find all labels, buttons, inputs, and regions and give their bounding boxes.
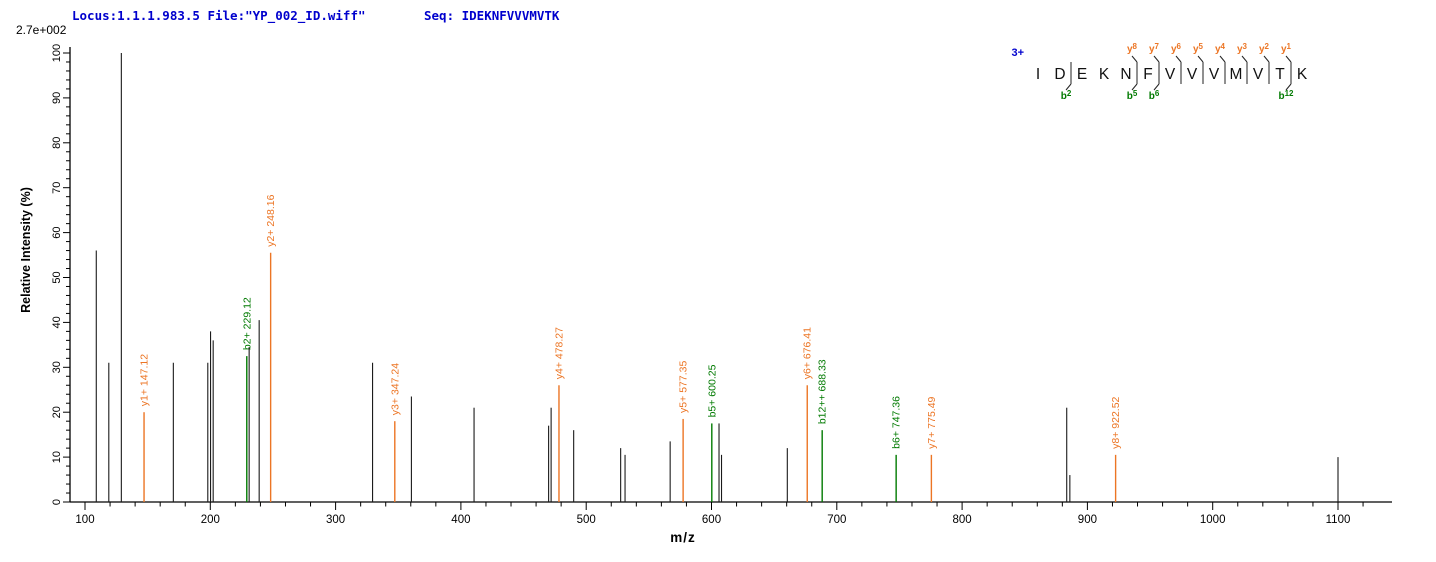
peak-annotation-label: y3+ 347.24 <box>389 363 401 415</box>
x-tick-label: 1000 <box>1200 514 1226 526</box>
y-tick-label: 20 <box>51 406 63 418</box>
y-tick-label: 50 <box>51 271 63 283</box>
peptide-residue: N <box>1120 66 1131 83</box>
x-tick-label: 400 <box>451 514 470 526</box>
peptide-residue: K <box>1297 66 1308 83</box>
precursor-charge-label: 3+ <box>1011 47 1024 59</box>
peptide-residue: M <box>1230 66 1243 83</box>
x-tick-label: 100 <box>75 514 94 526</box>
axes: 0 10 20 30 40 50 60 70 80 90 100 100 200 300 400 500 600… <box>51 44 1392 526</box>
y-tick-label: 100 <box>51 44 63 62</box>
y-axis-title: Relative Intensity (%) <box>19 187 33 313</box>
y-tick-label: 60 <box>51 226 63 238</box>
peak-annotation-label: y5+ 577.35 <box>678 361 690 413</box>
sequence-label: Seq: IDEKNFVVVMVTK <box>424 8 560 23</box>
y-ion-label: y6 <box>1171 42 1182 55</box>
b-ion-hook <box>1065 83 1072 91</box>
y-ion-hook <box>1263 55 1270 63</box>
peak-annotation-label: b12++ 688.33 <box>817 359 829 424</box>
y-ion-hook <box>1285 55 1292 63</box>
y-ion-hook <box>1153 55 1160 63</box>
x-tick-label: 900 <box>1078 514 1097 526</box>
y-tick-label: 30 <box>51 361 63 373</box>
peptide-residue: V <box>1253 66 1264 83</box>
b-ion-label: b2 <box>1061 89 1072 102</box>
x-tick-label: 200 <box>201 514 220 526</box>
x-tick-label: 800 <box>953 514 972 526</box>
y-ion-label: y3 <box>1237 42 1248 55</box>
b-ion-label: b5 <box>1127 89 1138 102</box>
b-ion-label: b6 <box>1149 89 1160 102</box>
peak-annotation-label: b2+ 229.12 <box>241 297 253 350</box>
peak-annotation-label: b6+ 747.36 <box>891 396 903 449</box>
peptide-residue: E <box>1077 66 1087 83</box>
b-ion-hook <box>1131 83 1138 91</box>
y-ion-label: y5 <box>1193 42 1204 55</box>
intensity-scale-label: 2.7e+002 <box>16 23 67 37</box>
peak-annotation-label: b5+ 600.25 <box>706 364 718 417</box>
peptide-residue: F <box>1143 66 1152 83</box>
peptide-residue: D <box>1054 66 1065 83</box>
y-tick-label: 70 <box>51 182 63 194</box>
y-tick-label: 80 <box>51 137 63 149</box>
peptide-residue: I <box>1036 66 1040 83</box>
y-ion-hook <box>1131 55 1138 63</box>
y-ion-label: y2 <box>1259 42 1270 55</box>
peak-annotation-label: y6+ 676.41 <box>802 327 814 379</box>
peptide-residue: T <box>1275 66 1285 83</box>
y-tick-label: 10 <box>51 451 63 463</box>
peptide-residue: V <box>1187 66 1198 83</box>
x-tick-label: 500 <box>577 514 596 526</box>
y-tick-label: 40 <box>51 316 63 328</box>
peaks-group: y1+ 147.12 b2+ 229.12 y2+ 248.16 y3+ 347.24… <box>95 53 1339 502</box>
peak-annotation-label: y8+ 922.52 <box>1110 396 1122 448</box>
x-tick-label: 700 <box>827 514 846 526</box>
x-tick-label: 1100 <box>1326 514 1351 526</box>
x-tick-label: 300 <box>326 514 345 526</box>
y-tick-label: 0 <box>51 499 63 505</box>
header-bar: Locus:1.1.1.983.5 File:"YP_002_ID.wiff" … <box>0 8 1436 24</box>
x-axis-title: m/z <box>670 530 696 545</box>
b-ion-label: b12 <box>1278 89 1294 102</box>
y-ion-label: y1 <box>1281 42 1292 55</box>
y-ion-hook <box>1219 55 1226 63</box>
peak-annotation-label: y1+ 147.12 <box>139 354 151 406</box>
b-ion-hook <box>1285 83 1292 91</box>
y-ion-hook <box>1175 55 1182 63</box>
y-ion-label: y7 <box>1149 42 1160 55</box>
y-ion-label: y8 <box>1127 42 1138 55</box>
y-ion-label: y4 <box>1215 42 1226 55</box>
peptide-residue: K <box>1099 66 1110 83</box>
peptide-residue: V <box>1209 66 1220 83</box>
peak-annotation-label: y4+ 478.27 <box>553 327 565 379</box>
locus-file-label: Locus:1.1.1.983.5 File:"YP_002_ID.wiff" <box>72 8 366 23</box>
y-ion-hook <box>1241 55 1248 63</box>
peptide-residue: V <box>1165 66 1176 83</box>
b-ion-hook <box>1153 83 1160 91</box>
y-tick-label: 90 <box>51 92 63 104</box>
peak-annotation-label: y7+ 775.49 <box>926 396 938 448</box>
y-ion-hook <box>1197 55 1204 63</box>
peak-annotation-label: y2+ 248.16 <box>265 194 277 246</box>
x-tick-label: 600 <box>702 514 721 526</box>
